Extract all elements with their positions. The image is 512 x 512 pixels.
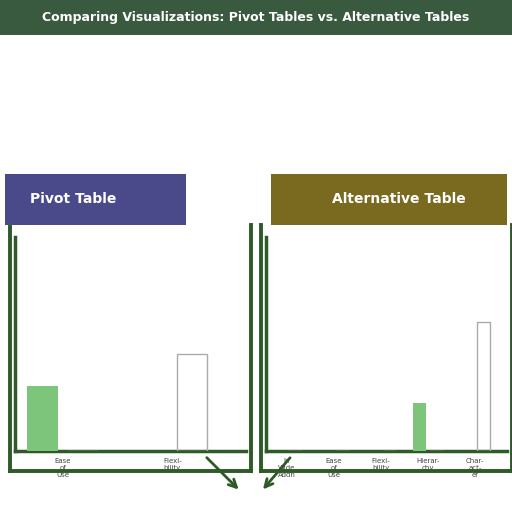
Bar	[413, 403, 426, 451]
Text: Pivot Table: Pivot Table	[30, 193, 116, 206]
Bar	[28, 387, 58, 451]
Text: Alternative Table: Alternative Table	[332, 193, 465, 206]
Bar	[177, 354, 207, 451]
Bar	[477, 322, 490, 451]
Text: Comparing Visualizations: Pivot Tables vs. Alternative Tables: Comparing Visualizations: Pivot Tables v…	[42, 11, 470, 24]
